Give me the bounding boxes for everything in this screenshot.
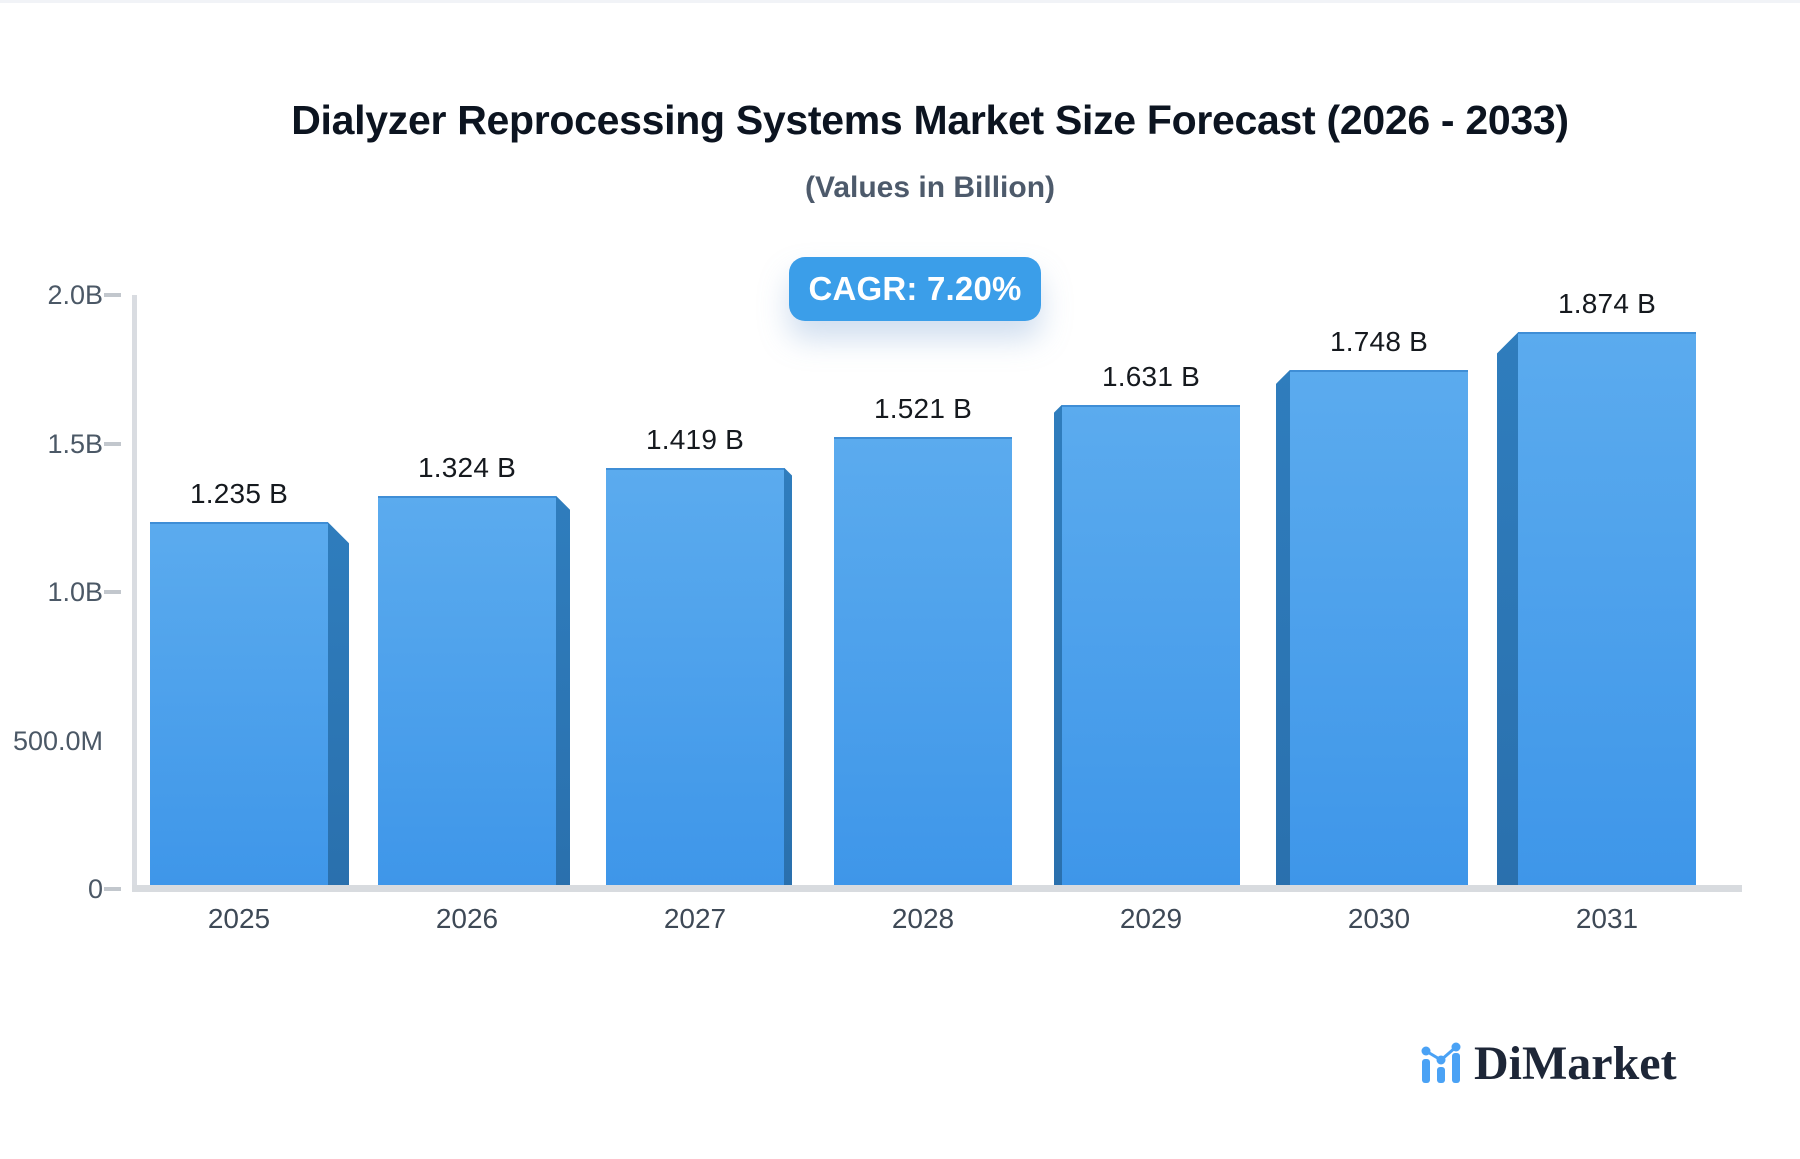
y-axis-line bbox=[132, 295, 137, 892]
bar-side-shade-2030 bbox=[1276, 369, 1290, 889]
cagr-badge-label: CAGR: 7.20% bbox=[808, 270, 1022, 307]
y-tick-label-1.5B: 1.5B bbox=[47, 428, 103, 459]
x-tick-label-2029: 2029 bbox=[1119, 903, 1183, 934]
bar-value-label-2029: 1.631 B bbox=[1102, 360, 1200, 392]
bar-side-shade-2025 bbox=[328, 522, 349, 889]
bar-side-shade-2027 bbox=[784, 467, 792, 889]
bar-2027 bbox=[606, 467, 784, 889]
y-tick-label-2.0B: 2.0B bbox=[47, 280, 103, 310]
bar-value-label-2026: 1.324 B bbox=[418, 451, 516, 483]
brand-logo: DiMarket bbox=[1418, 1037, 1677, 1090]
bar-value-label-2028: 1.521 B bbox=[874, 393, 972, 425]
bar-value-label-2027: 1.419 B bbox=[646, 423, 744, 455]
bar-2026 bbox=[378, 495, 556, 889]
bar-side-shade-2029 bbox=[1054, 404, 1062, 889]
y-tick-mark-1.0B bbox=[104, 590, 121, 594]
y-tick-label-0: 0 bbox=[87, 874, 103, 904]
bar-side-shade-2031 bbox=[1497, 332, 1518, 889]
x-tick-label-2027: 2027 bbox=[663, 903, 727, 934]
bar-2028 bbox=[834, 437, 1012, 889]
chart-title: Dialyzer Reprocessing Systems Market Siz… bbox=[291, 97, 1569, 143]
x-tick-label-2028: 2028 bbox=[891, 903, 955, 934]
y-tick-mark-2.0B bbox=[104, 293, 121, 297]
bar-2031 bbox=[1518, 332, 1696, 889]
bar-2030 bbox=[1290, 369, 1468, 889]
y-tick-label-500.0M: 500.0M bbox=[12, 725, 103, 756]
brand-name: DiMarket bbox=[1474, 1037, 1677, 1090]
bar-side-shade-2026 bbox=[556, 495, 570, 889]
x-tick-label-2025: 2025 bbox=[207, 903, 271, 934]
bar-value-label-2030: 1.748 B bbox=[1330, 325, 1428, 357]
bar-2025 bbox=[150, 522, 328, 889]
y-tick-mark-0 bbox=[104, 887, 121, 891]
chart-subtitle: (Values in Billion) bbox=[804, 171, 1056, 204]
bar-2029 bbox=[1062, 404, 1240, 889]
y-tick-mark-1.5B bbox=[104, 441, 121, 446]
cagr-badge: CAGR: 7.20% bbox=[789, 257, 1041, 321]
x-tick-label-2026: 2026 bbox=[435, 903, 499, 934]
x-tick-label-2031: 2031 bbox=[1575, 903, 1639, 934]
bar-chart-logo-icon bbox=[1421, 1042, 1461, 1083]
bar-value-label-2031: 1.874 B bbox=[1558, 288, 1656, 320]
x-axis-line bbox=[132, 885, 1742, 892]
x-tick-label-2030: 2030 bbox=[1347, 903, 1411, 934]
bar-value-label-2025: 1.235 B bbox=[190, 478, 288, 510]
y-tick-label-1.0B: 1.0B bbox=[47, 577, 103, 607]
